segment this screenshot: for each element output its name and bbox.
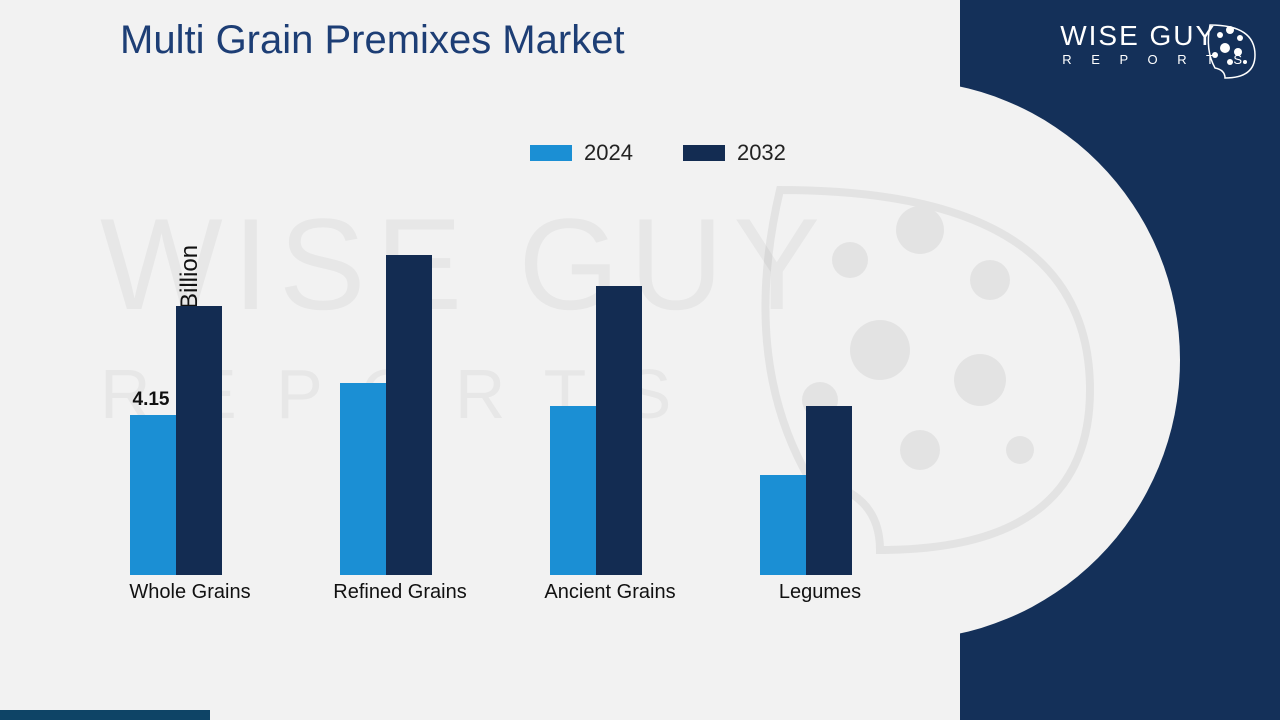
legend-label-2032: 2032 [737,140,786,166]
brand-head-icon [1200,20,1260,80]
bar-2032 [176,306,222,576]
bar-group: Ancient Grains [550,190,670,575]
legend-swatch-2032 [683,145,725,161]
bar-2024 [130,415,176,575]
chart-area: Market Size in USD Billion 2024 2032 4.1… [100,140,940,630]
bar-group: Legumes [760,190,880,575]
legend-item-2032: 2032 [683,140,786,166]
category-label: Ancient Grains [540,581,680,604]
bar-2024 [340,383,386,576]
bar-2024 [550,406,596,575]
legend-item-2024: 2024 [530,140,633,166]
bar-2032 [386,255,432,575]
bottom-accent-bar [0,710,210,720]
category-label: Whole Grains [120,581,260,604]
category-label: Refined Grains [330,581,470,604]
legend-swatch-2024 [530,145,572,161]
legend-label-2024: 2024 [584,140,633,166]
brand-logo: WISE GUY R E P O R T S [1060,20,1250,67]
bar-2032 [596,286,642,575]
bar-group: 4.15Whole Grains [130,190,250,575]
bar-2024 [760,475,806,575]
chart-title: Multi Grain Premixes Market [120,18,625,63]
bar-group: Refined Grains [340,190,460,575]
category-label: Legumes [750,581,890,604]
bar-2032 [806,406,852,575]
plot-area: 4.15Whole Grains Refined Grains Ancient Gr… [120,190,940,610]
legend: 2024 2032 [530,140,786,166]
